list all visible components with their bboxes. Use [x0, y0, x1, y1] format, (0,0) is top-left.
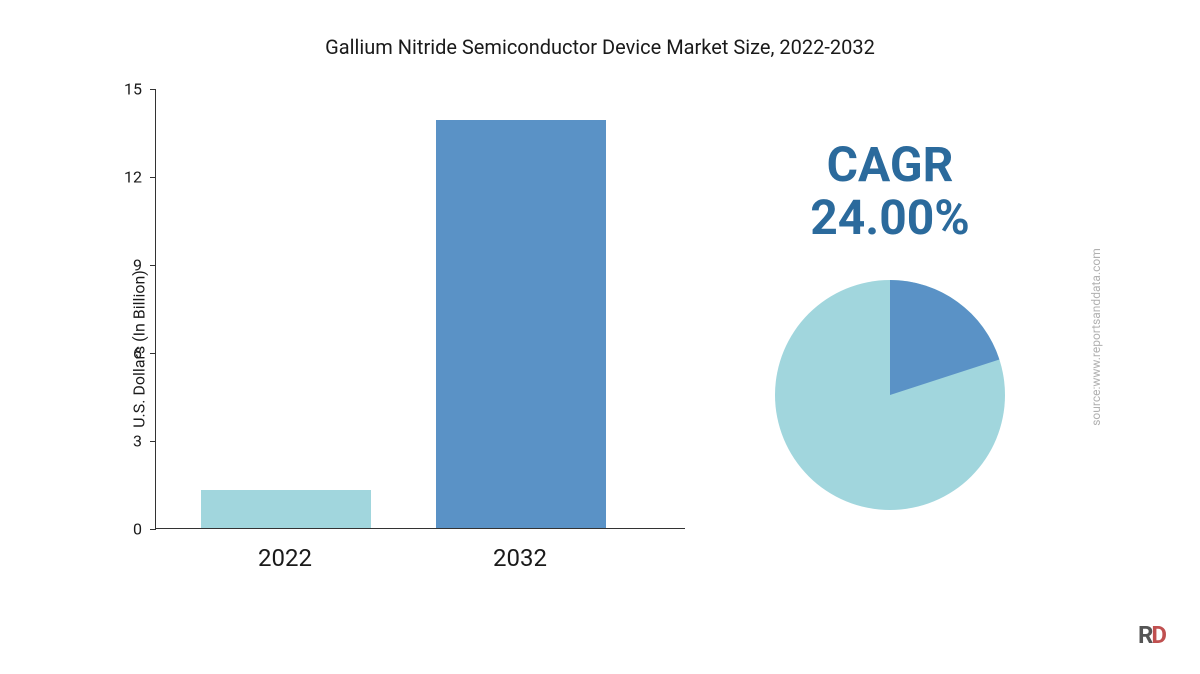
chart-title: Gallium Nitride Semiconductor Device Mar…: [50, 35, 1150, 59]
y-tick-mark: [150, 89, 156, 90]
source-attribution: source:www.reportsanddata.com: [1089, 248, 1103, 426]
y-tick-label: 0: [133, 520, 142, 539]
y-tick-label: 6: [133, 344, 142, 363]
logo: RD: [1138, 621, 1165, 649]
content-area: U.S. Dollars (In Billion) 03691215 20222…: [50, 89, 1150, 609]
logo-r: R: [1138, 621, 1151, 649]
y-tick-mark: [150, 265, 156, 266]
y-tick-label: 9: [133, 256, 142, 275]
plot-area: [155, 89, 685, 529]
y-tick-label: 12: [124, 168, 142, 187]
cagr-label: CAGR: [700, 139, 1080, 192]
y-ticks: 03691215: [110, 89, 150, 529]
y-tick-mark: [150, 177, 156, 178]
logo-d: D: [1151, 621, 1165, 649]
y-tick-mark: [150, 353, 156, 354]
cagr-panel: CAGR 24.00%: [700, 139, 1080, 510]
pie-chart: [700, 280, 1080, 510]
y-tick-mark: [150, 529, 156, 530]
bar-2032: [436, 120, 606, 528]
y-tick-mark: [150, 441, 156, 442]
cagr-value: 24.00%: [700, 192, 1080, 245]
y-tick-label: 3: [133, 432, 142, 451]
x-label-2032: 2032: [493, 544, 547, 572]
bar-chart: U.S. Dollars (In Billion) 03691215 20222…: [110, 89, 730, 609]
y-tick-label: 15: [124, 80, 142, 99]
x-label-2022: 2022: [258, 544, 312, 572]
bar-2022: [201, 490, 371, 528]
